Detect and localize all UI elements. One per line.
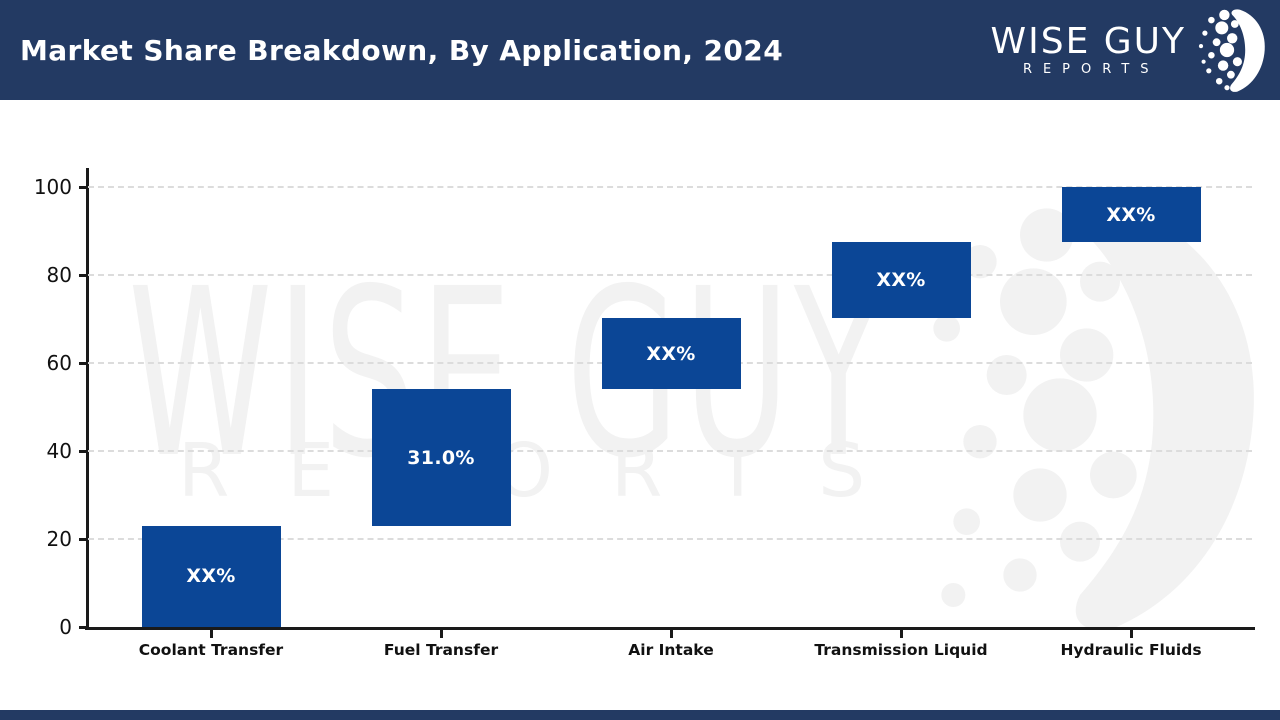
bar-value-label: 31.0%: [407, 446, 475, 469]
bar-transmission-liquid: XX%: [831, 242, 971, 318]
brand-logo: WISE GUY REPORTS: [991, 0, 1267, 100]
gridline-20: [88, 538, 1252, 540]
plot-area: 0 20 40 60 80 100 XX% Coolant Transfer 31.0% Fuel…: [0, 100, 1280, 712]
gridline-80: [88, 274, 1252, 276]
category-label: Coolant Transfer: [138, 641, 284, 659]
page-title: Market Share Breakdown, By Application, …: [20, 33, 784, 67]
x-tick: [900, 630, 903, 638]
y-tick-label-40: 40: [46, 439, 72, 463]
bar-hydraulic-fluids: XX%: [1061, 187, 1201, 242]
bar-value-label: XX%: [646, 342, 696, 365]
gridline-100: [88, 186, 1252, 188]
bar-value-label: XX%: [186, 565, 236, 588]
y-tick-100: [79, 186, 88, 189]
category-label: Fuel Transfer: [383, 641, 499, 659]
y-tick-80: [79, 274, 88, 277]
bar-fuel-transfer: 31.0%: [371, 389, 511, 526]
y-tick-0: [79, 626, 88, 629]
y-tick-label-100: 100: [33, 175, 72, 199]
bar-air-intake: XX%: [601, 317, 741, 390]
y-axis-line: [86, 168, 89, 630]
category-label: Hydraulic Fluids: [1060, 641, 1202, 659]
bar-value-label: XX%: [1106, 203, 1156, 226]
x-tick: [670, 630, 673, 638]
brand-face-icon: [1198, 9, 1265, 92]
y-tick-label-0: 0: [59, 615, 72, 639]
category-label: Air Intake: [628, 641, 714, 659]
y-tick-label-80: 80: [46, 263, 72, 287]
x-tick: [210, 630, 213, 638]
bar-value-label: XX%: [876, 268, 926, 291]
y-tick-label-60: 60: [46, 351, 72, 375]
gridline-40: [88, 450, 1252, 452]
header-band: Market Share Breakdown, By Application, …: [0, 0, 1280, 100]
x-tick: [1130, 630, 1133, 638]
footer-band: [0, 710, 1280, 720]
brand-logo-text: WISE GUY REPORTS: [990, 20, 1187, 77]
x-axis-line: [85, 627, 1255, 630]
y-tick-20: [79, 538, 88, 541]
y-tick-40: [79, 450, 88, 453]
brand-subname: REPORTS: [1022, 61, 1160, 77]
x-tick: [440, 630, 443, 638]
y-tick-60: [79, 362, 88, 365]
category-label: Transmission Liquid: [814, 641, 988, 659]
y-tick-label-20: 20: [46, 527, 72, 551]
bar-coolant-transfer: XX%: [141, 525, 281, 627]
brand-name: WISE GUY: [990, 20, 1186, 62]
